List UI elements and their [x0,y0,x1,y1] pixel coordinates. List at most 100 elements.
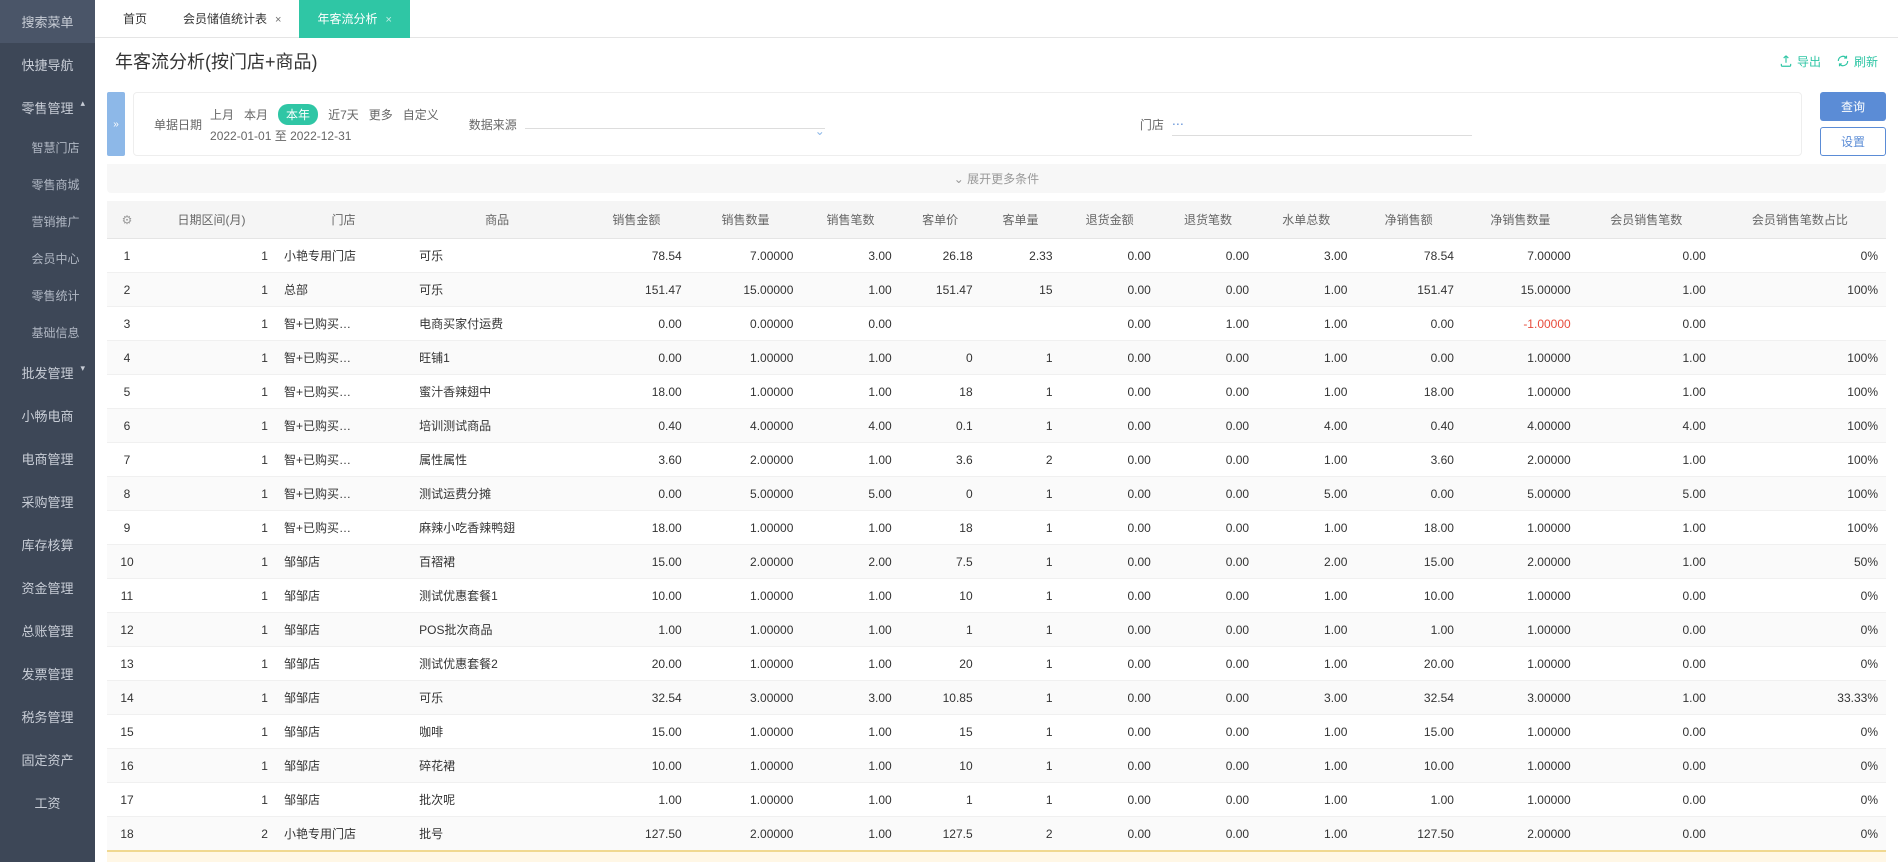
table-row[interactable]: 71智+已购买…属性属性3.602.000001.003.620.000.001… [107,443,1886,477]
table-cell: 0.00 [1159,477,1257,511]
table-row[interactable]: 141邹邹店可乐32.543.000003.0010.8510.000.003.… [107,681,1886,715]
close-icon[interactable]: × [385,14,391,26]
table-row[interactable]: 121邹邹店POS批次商品1.001.000001.00110.000.001.… [107,613,1886,647]
sidebar-subitem[interactable]: 零售统计 [0,277,95,314]
query-button[interactable]: 查询 [1820,92,1886,121]
table-cell: 10 [107,545,147,579]
column-header[interactable]: 净销售数量 [1462,201,1579,239]
table-cell: 3.00000 [1462,681,1579,715]
table-row[interactable]: 171邹邹店批次呢1.001.000001.00110.000.001.001.… [107,783,1886,817]
collapse-filter-handle[interactable]: » [107,92,125,156]
date-quick-link[interactable]: 本年 [278,104,318,125]
settings-button[interactable]: 设置 [1820,127,1886,156]
table-header: ⚙ 日期区间(月)门店商品销售金额销售数量销售笔数客单价客单量退货金额退货笔数水单… [107,201,1886,239]
sidebar-item[interactable]: 税务管理 [0,695,95,738]
table-row[interactable]: 182小艳专用门店批号127.502.000001.00127.520.000.… [107,817,1886,852]
column-header[interactable]: 会员销售笔数 [1579,201,1714,239]
date-quick-link[interactable]: 本月 [244,106,268,123]
sidebar-item[interactable]: 采购管理 [0,480,95,523]
table-cell: 3.6 [900,443,981,477]
date-quick-link[interactable]: 近7天 [328,106,359,123]
table-cell: 咖啡 [411,715,583,749]
table-cell: 100% [1714,409,1886,443]
column-header[interactable]: 客单量 [981,201,1061,239]
table-cell: 0.00 [1061,409,1159,443]
sidebar-subitem[interactable]: 会员中心 [0,240,95,277]
table-cell: 15.00 [583,545,690,579]
column-header[interactable]: 会员销售笔数占比 [1714,201,1886,239]
sidebar-item[interactable]: 搜索菜单 [0,0,95,43]
sidebar-subitem[interactable]: 基础信息 [0,314,95,351]
table-cell: 邹邹店 [276,749,411,783]
column-header[interactable]: 销售金额 [583,201,690,239]
close-icon[interactable]: × [275,14,281,26]
expand-conditions-bar[interactable]: ⌄ 展开更多条件 [107,164,1886,193]
column-header[interactable]: 退货金额 [1061,201,1159,239]
tab[interactable]: 年客流分析× [299,0,409,38]
sidebar-item[interactable]: 工资 [0,781,95,824]
sidebar-item[interactable]: 固定资产 [0,738,95,781]
tab[interactable]: 会员储值统计表× [165,0,299,38]
table-row[interactable]: 81智+已购买…测试运费分摊0.005.000005.00010.000.005… [107,477,1886,511]
source-dropdown[interactable]: ⌄ [525,120,825,129]
table-cell: 0.00 [1061,307,1159,341]
column-header[interactable]: 销售数量 [690,201,802,239]
refresh-button[interactable]: 刷新 [1836,53,1878,70]
column-header[interactable]: 净销售额 [1355,201,1462,239]
table-row[interactable]: 21总部可乐151.4715.000001.00151.47150.000.00… [107,273,1886,307]
table-row[interactable]: 31智+已购买…电商买家付运费0.000.000000.000.001.001.… [107,307,1886,341]
sidebar-item[interactable]: 零售管理 [0,86,95,129]
column-header[interactable]: 退货笔数 [1159,201,1257,239]
table-cell: 1.00000 [1462,613,1579,647]
sidebar-subitem[interactable]: 营销推广 [0,203,95,240]
sidebar-item[interactable]: 资金管理 [0,566,95,609]
sidebar-item[interactable]: 小畅电商 [0,394,95,437]
sidebar-subitem[interactable]: 零售商城 [0,166,95,203]
table-row[interactable]: 11小艳专用门店可乐78.547.000003.0026.182.330.000… [107,239,1886,273]
table-cell: 3.00000 [690,681,802,715]
table-cell: 2.00 [801,545,899,579]
table-cell: 批次呢 [411,783,583,817]
table-row[interactable]: 101邹邹店百褶裙15.002.000002.007.510.000.002.0… [107,545,1886,579]
gear-icon[interactable]: ⚙ [122,213,133,227]
column-header[interactable]: 商品 [411,201,583,239]
sidebar-item[interactable]: 快捷导航 [0,43,95,86]
table-cell: 1 [981,613,1061,647]
column-header[interactable]: 水单总数 [1257,201,1355,239]
column-header[interactable]: 日期区间(月) [147,201,276,239]
table-cell: 2.33 [981,239,1061,273]
table-cell: 3 [107,307,147,341]
date-quick-link[interactable]: 更多 [369,106,393,123]
sidebar-subitem[interactable]: 智慧门店 [0,129,95,166]
sidebar-item[interactable]: 库存核算 [0,523,95,566]
column-header[interactable]: 门店 [276,201,411,239]
table-row[interactable]: 161邹邹店碎花裙10.001.000001.001010.000.001.00… [107,749,1886,783]
sidebar-item[interactable]: 批发管理 [0,351,95,394]
table-row[interactable]: 131邹邹店测试优惠套餐220.001.000001.002010.000.00… [107,647,1886,681]
table-row[interactable]: 111邹邹店测试优惠套餐110.001.000001.001010.000.00… [107,579,1886,613]
sidebar-item[interactable]: 发票管理 [0,652,95,695]
table-cell: 1.00000 [690,613,802,647]
table-row[interactable]: 51智+已购买…蜜汁香辣翅中18.001.000001.001810.000.0… [107,375,1886,409]
table-cell: 1.00 [1159,307,1257,341]
table-row[interactable]: 91智+已购买…麻辣小吃香辣鸭翅18.001.000001.001810.000… [107,511,1886,545]
table-cell: 0.00 [1061,613,1159,647]
table-cell: 10 [900,749,981,783]
date-quick-link[interactable]: 上月 [210,106,234,123]
column-header[interactable]: ⚙ [107,201,147,239]
date-quick-link[interactable]: 自定义 [403,106,439,123]
store-dropdown[interactable]: ⋯ [1172,113,1472,136]
export-button[interactable]: 导出 [1779,53,1821,70]
sidebar-item[interactable]: 电商管理 [0,437,95,480]
column-header[interactable]: 销售笔数 [801,201,899,239]
table-row[interactable]: 151邹邹店咖啡15.001.000001.001510.000.001.001… [107,715,1886,749]
table-cell: 6 [107,409,147,443]
footer-cell [411,851,583,862]
table-row[interactable]: 61智+已购买…培训测试商品0.404.000004.000.110.000.0… [107,409,1886,443]
table-cell: 10.00 [1355,749,1462,783]
column-header[interactable]: 客单价 [900,201,981,239]
tab[interactable]: 首页 [105,0,165,38]
table-cell: 1 [147,239,276,273]
sidebar-item[interactable]: 总账管理 [0,609,95,652]
table-row[interactable]: 41智+已购买…旺铺10.001.000001.00010.000.001.00… [107,341,1886,375]
